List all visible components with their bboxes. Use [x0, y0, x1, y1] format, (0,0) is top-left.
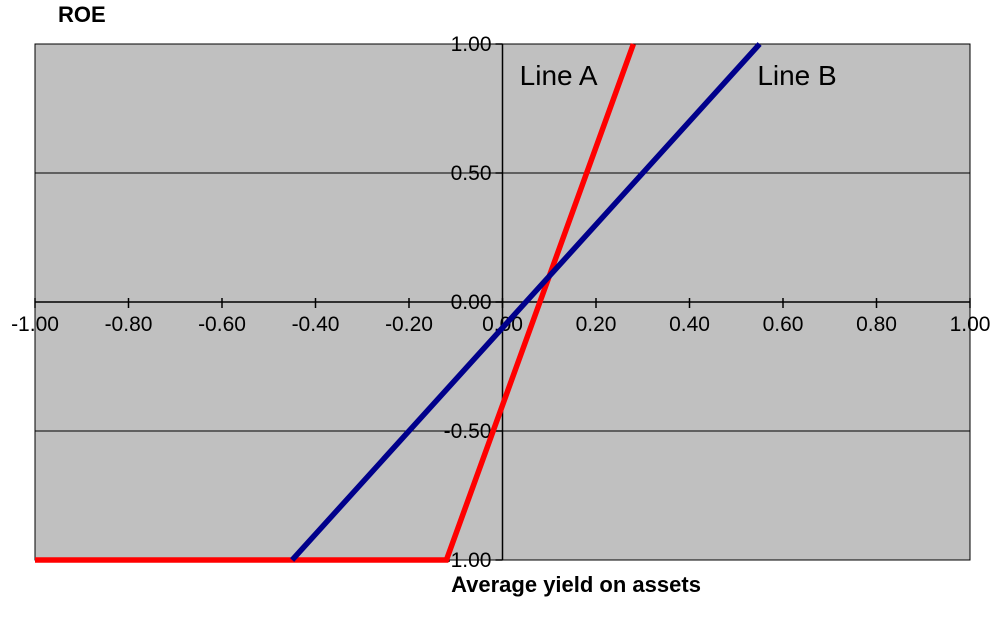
x-tick-label: -0.40 — [292, 313, 340, 336]
y-tick-label: -1.00 — [444, 549, 492, 572]
y-tick-label: 0.50 — [451, 162, 492, 185]
x-tick-label: -0.80 — [105, 313, 153, 336]
x-tick-label: 0.80 — [856, 313, 897, 336]
x-tick-label: 1.00 — [950, 313, 991, 336]
series-line-b — [290, 42, 762, 562]
series-line-a — [35, 43, 636, 563]
y-tick-label: -0.50 — [444, 420, 492, 443]
x-tick-label: 0.40 — [669, 313, 710, 336]
x-tick-label: 0.20 — [576, 313, 617, 336]
x-tick-label: -1.00 — [11, 313, 59, 336]
x-axis-title: Average yield on assets — [451, 572, 701, 597]
x-tick-label: -0.20 — [385, 313, 433, 336]
y-tick-label: 0.00 — [451, 291, 492, 314]
x-tick-label: -0.60 — [198, 313, 246, 336]
y-axis-title: ROE — [58, 2, 106, 27]
y-tick-label: 1.00 — [451, 33, 492, 56]
x-tick-label: 0.60 — [763, 313, 804, 336]
annotation-line-b: Line B — [757, 60, 836, 91]
annotation-line-a: Line A — [520, 60, 598, 91]
